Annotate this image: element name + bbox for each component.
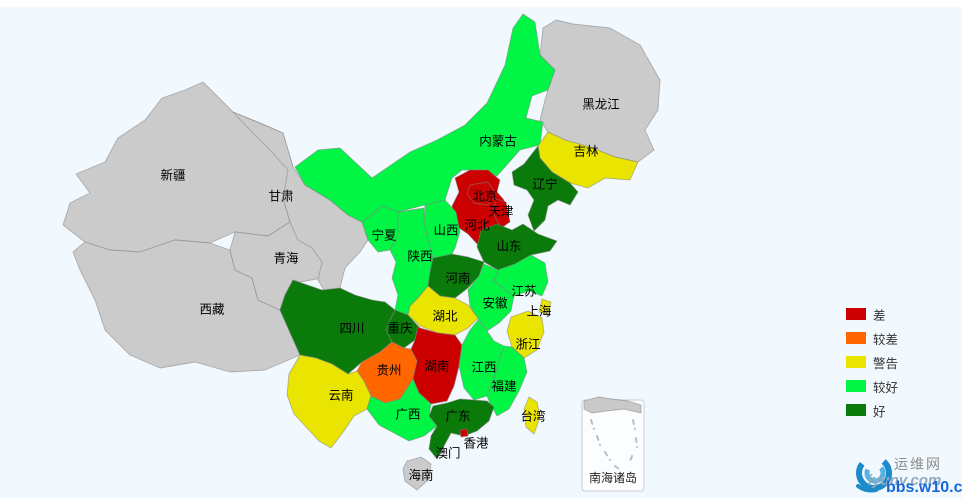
inset-label: 南海诸岛: [589, 470, 637, 485]
legend-item[interactable]: 差: [846, 302, 898, 326]
province-label-qinghai: 青海: [273, 250, 299, 265]
province-label-liaoning: 辽宁: [532, 176, 557, 191]
watermark-overlay-text: bbs.w10.cn: [886, 479, 962, 496]
province-label-beijing: 北京: [472, 189, 497, 203]
province-taiwan[interactable]: [523, 396, 541, 435]
province-zhejiang[interactable]: [506, 310, 545, 359]
province-label-tianjin: 天津: [488, 204, 513, 218]
legend-label: 好: [873, 404, 886, 419]
province-label-heilongjiang: 黑龙江: [582, 97, 620, 111]
province-label-ningxia: 宁夏: [371, 227, 397, 242]
province-label-gansu: 甘肃: [268, 189, 293, 203]
province-label-guangxi: 广西: [395, 407, 420, 421]
province-label-jiangxi: 江西: [471, 360, 496, 374]
province-label-shanghai: 上海: [526, 303, 552, 318]
province-xianggang[interactable]: [459, 428, 469, 438]
province-label-neimenggu: 内蒙古: [479, 133, 517, 148]
watermark-site-url: iyunv.com: [868, 472, 942, 489]
inset-coast-shape: [583, 396, 642, 414]
province-label-shaanxi: 陕西: [407, 248, 432, 263]
legend-item[interactable]: 较好: [846, 374, 898, 398]
province-label-jilin: 吉林: [573, 144, 599, 158]
province-label-fujian: 福建: [491, 378, 517, 393]
legend-label: 差: [873, 308, 886, 323]
legend-label: 警告: [873, 356, 899, 371]
province-anhui[interactable]: [467, 263, 515, 332]
province-liaoning[interactable]: [511, 145, 579, 232]
province-label-hebei: 河北: [464, 218, 490, 232]
province-label-guangdong: 广东: [445, 409, 470, 423]
province-label-henan: 河南: [445, 270, 470, 285]
legend-label: 较好: [873, 380, 899, 395]
province-label-anhui: 安徽: [482, 295, 508, 310]
province-henan[interactable]: [427, 253, 485, 299]
province-beijing[interactable]: [466, 181, 497, 206]
province-label-hainan: 海南: [408, 467, 433, 482]
legend-item[interactable]: 较差: [846, 326, 898, 350]
legend: 差较差 警告 较好好: [846, 302, 898, 422]
province-label-xianggang: 香港: [463, 436, 489, 450]
province-label-chongqing: 重庆: [387, 320, 413, 335]
province-label-shandong: 山东: [496, 239, 521, 253]
legend-swatch[interactable]: [846, 380, 866, 392]
top-strip: [0, 0, 962, 7]
south-china-sea-inset: 南海诸岛: [581, 396, 645, 492]
inset-dash-line: [590, 419, 638, 472]
province-label-shanxi: 山西: [433, 223, 458, 237]
legend-label: 较差: [873, 332, 899, 347]
province-label-xizang: 西藏: [199, 302, 225, 316]
province-label-hunan: 湖南: [424, 358, 449, 373]
legend-swatch[interactable]: [846, 332, 866, 344]
province-label-taiwan: 台湾: [520, 408, 545, 423]
province-xinjiang[interactable]: [62, 81, 294, 253]
province-label-jiangsu: 江苏: [511, 283, 536, 298]
province-yunnan[interactable]: [286, 354, 372, 449]
province-label-yunnan: 云南: [328, 387, 353, 402]
province-label-hubei: 湖北: [432, 308, 458, 323]
province-label-zhejiang: 浙江: [515, 336, 540, 351]
watermark: 运维网 iyunv.com bbs.w10.cn: [852, 448, 962, 498]
watermark-site-name: 运维网: [894, 456, 942, 472]
province-tianjin[interactable]: [492, 198, 511, 229]
province-label-guizhou: 贵州: [376, 363, 401, 377]
legend-item[interactable]: 警告: [846, 350, 898, 374]
province-hainan[interactable]: [402, 456, 432, 491]
province-label-sichuan: 四川: [339, 321, 364, 335]
watermark-logo-icon: [856, 455, 892, 493]
legend-swatch[interactable]: [846, 308, 866, 320]
province-shanghai[interactable]: [538, 298, 552, 315]
province-label-aomen: 澳门: [435, 445, 460, 460]
province-neimenggu[interactable]: [294, 13, 556, 223]
legend-swatch[interactable]: [846, 356, 866, 368]
province-fujian[interactable]: [486, 345, 528, 417]
province-label-xinjiang: 新疆: [160, 167, 185, 182]
legend-swatch[interactable]: [846, 404, 866, 416]
legend-item[interactable]: 好: [846, 398, 898, 422]
